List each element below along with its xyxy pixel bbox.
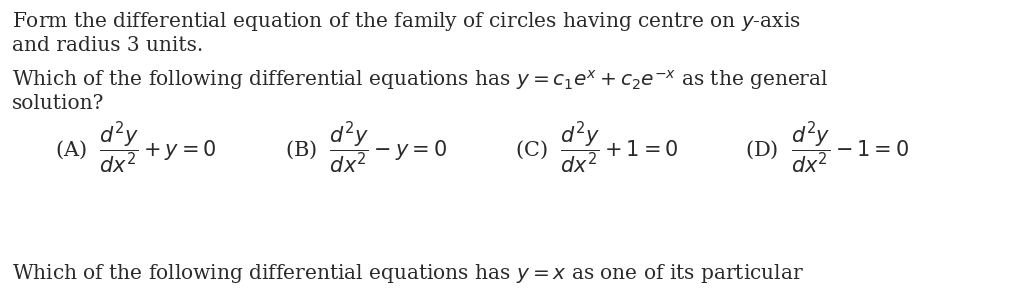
Text: (C)  $\dfrac{d^2y}{dx^2} + 1 = 0$: (C) $\dfrac{d^2y}{dx^2} + 1 = 0$ [515,120,679,176]
Text: Form the differential equation of the family of circles having centre on $y$-axi: Form the differential equation of the fa… [12,10,801,33]
Text: and radius 3 units.: and radius 3 units. [12,36,203,55]
Text: solution?: solution? [12,94,104,113]
Text: (A)  $\dfrac{d^2y}{dx^2} + y = 0$: (A) $\dfrac{d^2y}{dx^2} + y = 0$ [55,120,217,176]
Text: (D)  $\dfrac{d^2y}{dx^2} - 1 = 0$: (D) $\dfrac{d^2y}{dx^2} - 1 = 0$ [745,120,909,176]
Text: Which of the following differential equations has $y = c_1 e^x + c_2 e^{-x}$ as : Which of the following differential equa… [12,68,828,92]
Text: (B)  $\dfrac{d^2y}{dx^2} - y = 0$: (B) $\dfrac{d^2y}{dx^2} - y = 0$ [285,120,447,176]
Text: Which of the following differential equations has $y = x$ as one of its particul: Which of the following differential equa… [12,262,804,285]
